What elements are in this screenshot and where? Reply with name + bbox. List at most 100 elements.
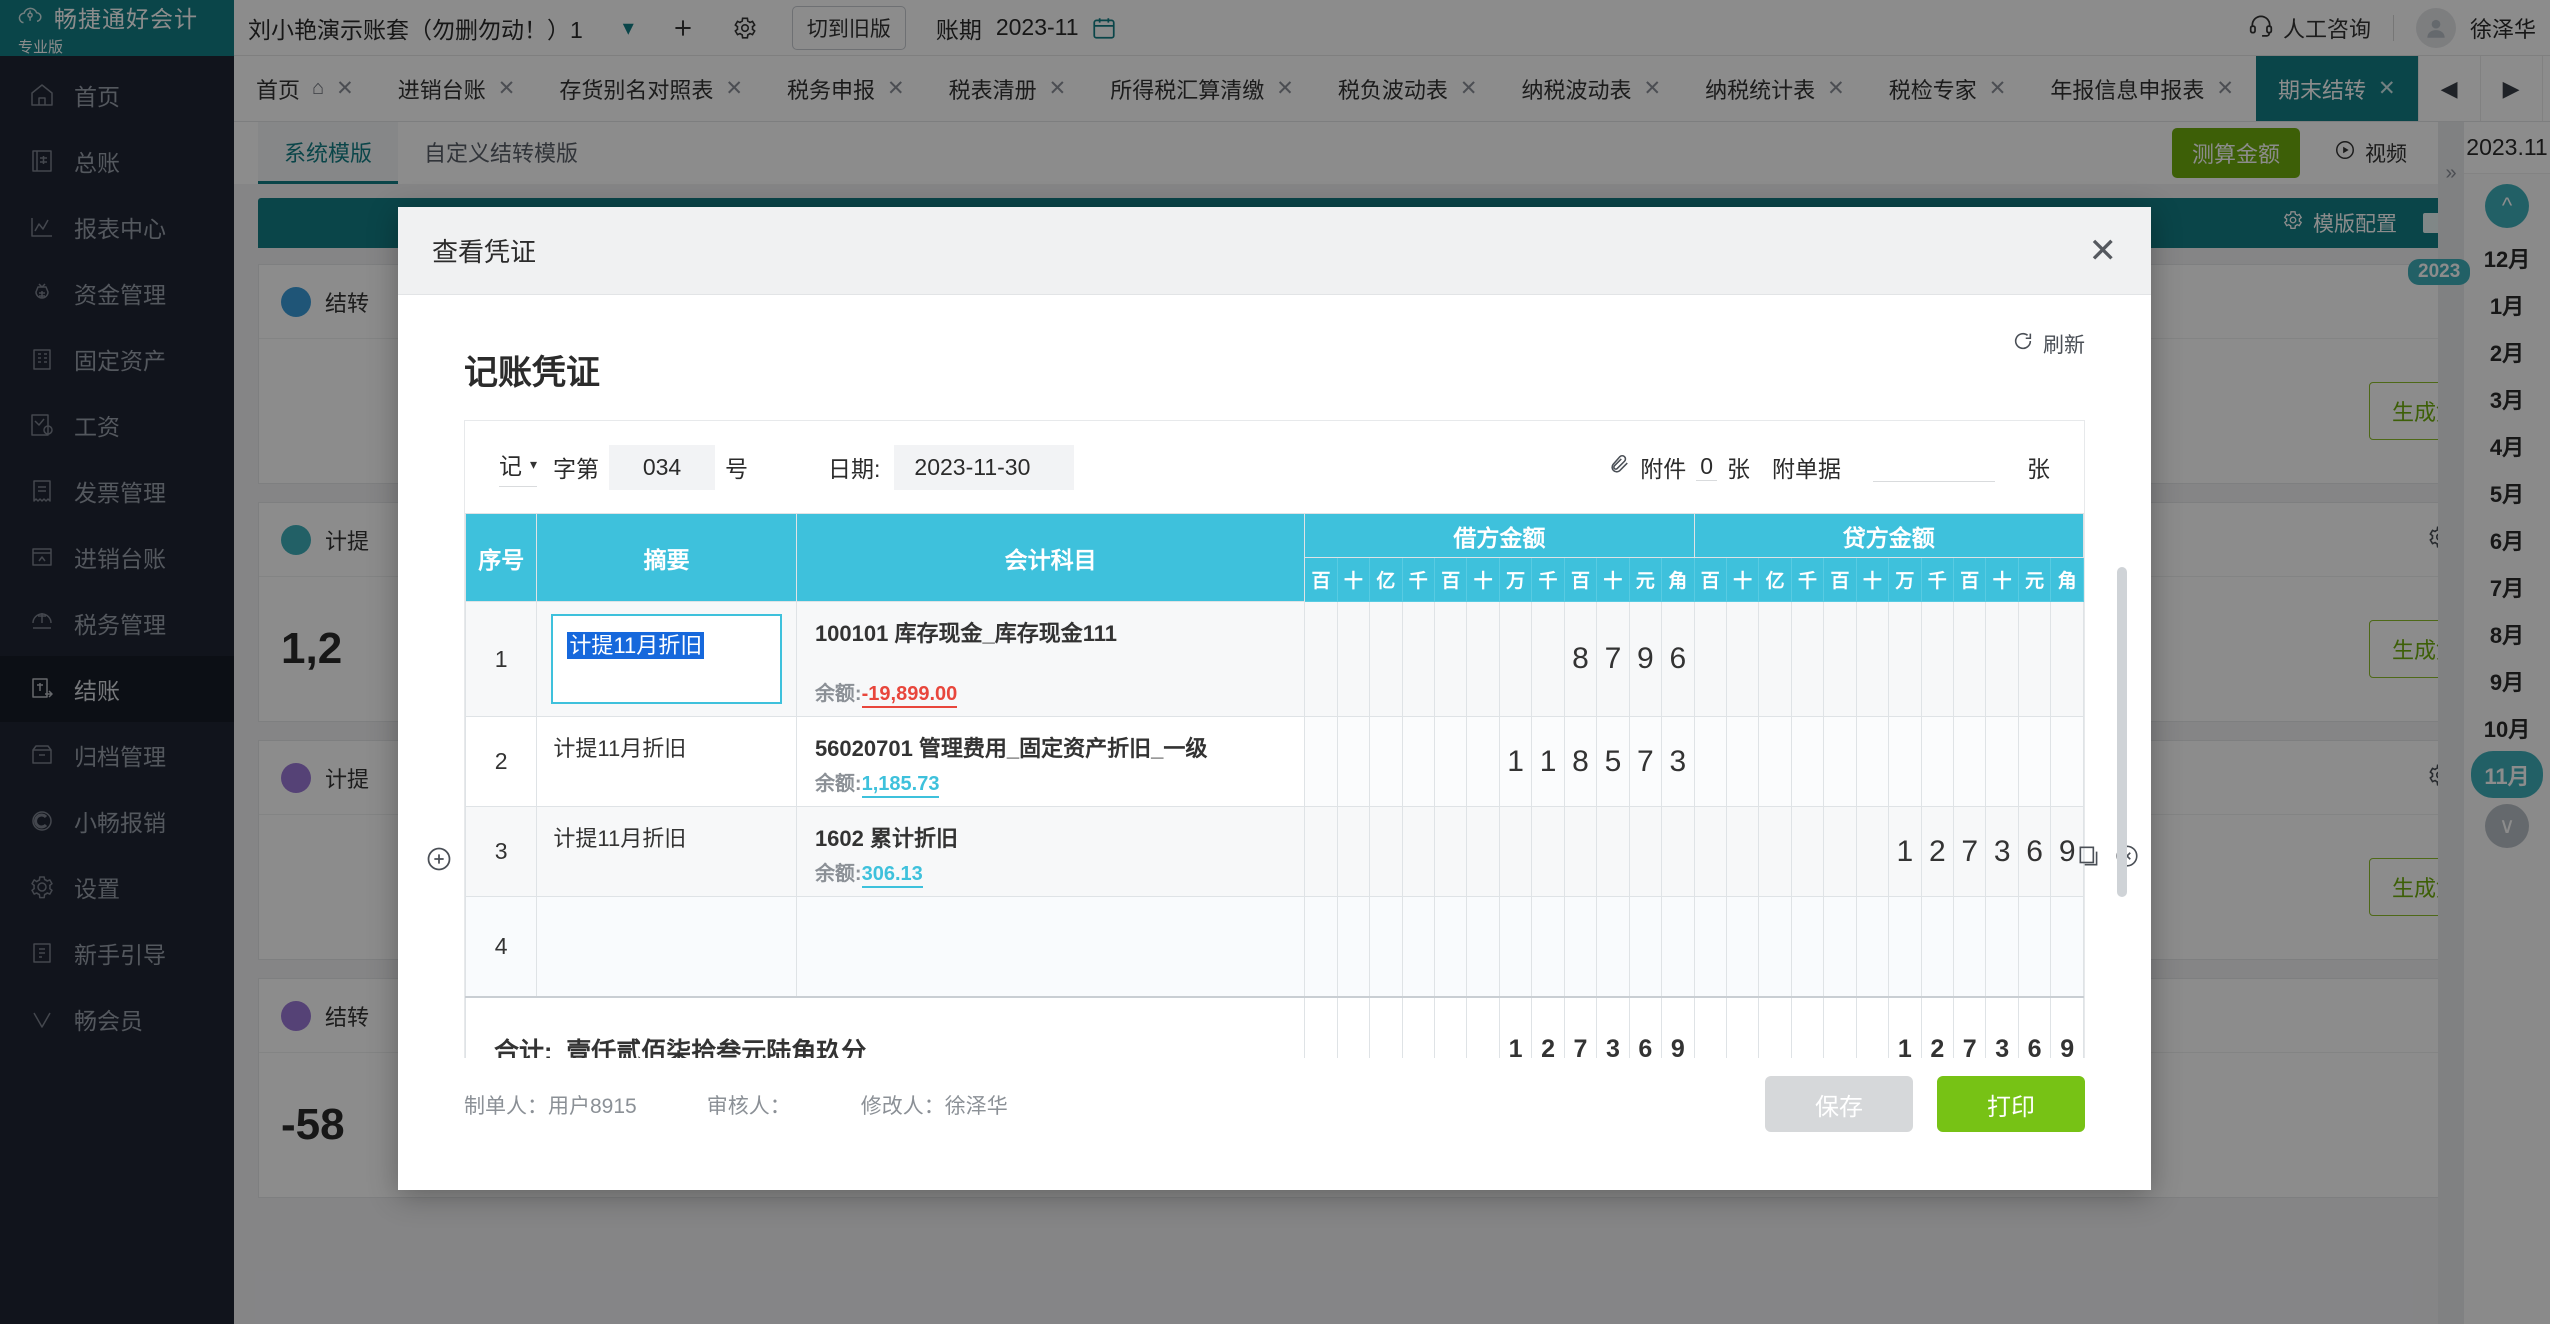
avatar[interactable]: [2415, 7, 2456, 48]
total-debit-digit-3[interactable]: [1369, 995, 1403, 1058]
credit-digit-8[interactable]: [1920, 716, 1955, 807]
attachment-count[interactable]: 0: [1696, 453, 1717, 481]
debit-digit-12[interactable]: 6: [1661, 601, 1695, 717]
receipt-count-input[interactable]: [1873, 452, 1995, 482]
debit-digit-5[interactable]: [1434, 716, 1468, 807]
debit-digit-11[interactable]: 7: [1628, 716, 1663, 807]
abstract-text[interactable]: 计提11月折旧: [553, 826, 687, 851]
voucher-refresh-button[interactable]: 刷新: [2012, 321, 2085, 359]
total-credit-digit-11[interactable]: 6: [2017, 995, 2052, 1058]
debit-digit-2[interactable]: [1336, 601, 1371, 717]
debit-digit-12[interactable]: [1661, 896, 1695, 997]
calculate-amount-button[interactable]: 测算金额: [2171, 128, 2300, 178]
month-item-9月[interactable]: 9月: [2464, 657, 2550, 704]
tab-close-button[interactable]: ✕: [2541, 56, 2550, 121]
credit-digit-5[interactable]: [1823, 601, 1857, 717]
credit-digit-8[interactable]: [1920, 896, 1955, 997]
credit-digit-12[interactable]: [2050, 716, 2084, 807]
debit-digit-3[interactable]: [1369, 601, 1403, 717]
credit-digit-8[interactable]: 2: [1920, 806, 1955, 897]
credit-digit-3[interactable]: [1758, 806, 1792, 897]
total-debit-digit-9[interactable]: 7: [1563, 995, 1598, 1058]
debit-digit-1[interactable]: [1304, 601, 1338, 717]
credit-digit-3[interactable]: [1758, 601, 1792, 717]
debit-digit-1[interactable]: [1304, 896, 1338, 997]
month-item-8月[interactable]: 8月: [2464, 610, 2550, 657]
row-abstract[interactable]: 计提11月折旧: [536, 716, 797, 807]
tab-scroll-left-button[interactable]: ◀: [2417, 56, 2480, 121]
double-chevron-right-icon[interactable]: »: [2438, 122, 2464, 1324]
debit-digit-5[interactable]: [1434, 896, 1468, 997]
total-credit-digit-3[interactable]: [1758, 995, 1792, 1058]
total-debit-digit-6[interactable]: [1466, 995, 1500, 1058]
credit-digit-3[interactable]: [1758, 716, 1792, 807]
tab-close-icon[interactable]: ✕: [1276, 77, 1294, 100]
table-row[interactable]: 2 计提11月折旧 56020701 管理费用_固定资产折旧_一级 余额:1,185.…: [464, 716, 2084, 807]
credit-digit-3[interactable]: [1758, 896, 1792, 997]
tab-close-icon[interactable]: ✕: [2377, 77, 2396, 100]
credit-digit-4[interactable]: [1790, 716, 1825, 807]
sidebar-item-7[interactable]: 发票管理: [0, 458, 234, 524]
copy-row-icon[interactable]: [2076, 843, 2102, 875]
credit-digit-9[interactable]: 7: [1953, 806, 1987, 897]
total-credit-digit-1[interactable]: [1693, 995, 1727, 1058]
debit-digit-2[interactable]: [1336, 716, 1371, 807]
total-debit-digit-2[interactable]: [1336, 995, 1371, 1058]
total-debit-digit-7[interactable]: 1: [1498, 995, 1533, 1058]
total-credit-digit-4[interactable]: [1790, 995, 1825, 1058]
debit-digit-6[interactable]: [1466, 806, 1500, 897]
credit-digit-6[interactable]: [1855, 806, 1890, 897]
credit-digit-7[interactable]: [1888, 601, 1922, 717]
debit-digit-10[interactable]: 7: [1596, 601, 1630, 717]
sidebar-item-2[interactable]: 总账: [0, 128, 234, 194]
debit-digit-1[interactable]: [1304, 806, 1338, 897]
debit-digit-4[interactable]: [1401, 806, 1436, 897]
credit-digit-5[interactable]: [1823, 806, 1857, 897]
debit-digit-9[interactable]: [1563, 896, 1598, 997]
row-subject[interactable]: [795, 896, 1306, 997]
credit-digit-9[interactable]: [1953, 601, 1987, 717]
total-debit-digit-8[interactable]: 2: [1531, 995, 1565, 1058]
debit-digit-6[interactable]: [1466, 601, 1500, 717]
debit-digit-4[interactable]: [1401, 716, 1436, 807]
debit-digit-10[interactable]: 5: [1596, 716, 1630, 807]
table-row[interactable]: 3 计提11月折旧 1602 累计折旧 余额:306.13 1 2 7 3 6 9: [464, 806, 2084, 897]
total-credit-digit-2[interactable]: [1725, 995, 1760, 1058]
subtab-system-template[interactable]: 系统模版: [258, 122, 399, 184]
debit-digit-7[interactable]: [1498, 601, 1533, 717]
credit-digit-6[interactable]: [1855, 896, 1890, 997]
total-credit-digit-12[interactable]: 9: [2050, 995, 2084, 1058]
table-row[interactable]: 1 计提11月折旧 100101 库存现金_库存现金111 余额:-19,899.00…: [464, 601, 2084, 717]
credit-digit-7[interactable]: [1888, 896, 1922, 997]
voucher-scrollbar[interactable]: [2117, 567, 2127, 897]
debit-digit-3[interactable]: [1369, 806, 1403, 897]
sidebar-item-4[interactable]: 资金管理: [0, 260, 234, 326]
print-button[interactable]: 打印: [1937, 1076, 2085, 1132]
sidebar-item-6[interactable]: 工资: [0, 392, 234, 458]
month-item-7月[interactable]: 7月: [2464, 563, 2550, 610]
tab-close-icon[interactable]: ✕: [336, 77, 354, 100]
credit-digit-4[interactable]: [1790, 806, 1825, 897]
sidebar-item-13[interactable]: 设置: [0, 854, 234, 920]
tab-5[interactable]: 税表清册 ✕: [927, 56, 1089, 121]
total-credit-digit-6[interactable]: [1855, 995, 1890, 1058]
credit-digit-1[interactable]: [1693, 716, 1727, 807]
abstract-input[interactable]: 计提11月折旧: [551, 614, 782, 704]
tab-close-icon[interactable]: ✕: [2216, 77, 2234, 100]
debit-digit-11[interactable]: [1628, 806, 1663, 897]
switch-old-version-button[interactable]: 切到旧版: [791, 5, 906, 50]
credit-digit-6[interactable]: [1855, 716, 1890, 807]
total-debit-digit-10[interactable]: 3: [1596, 995, 1630, 1058]
tab-close-icon[interactable]: ✕: [1643, 77, 1662, 100]
credit-digit-10[interactable]: [1985, 716, 2019, 807]
credit-digit-11[interactable]: [2017, 716, 2052, 807]
debit-digit-10[interactable]: [1596, 896, 1630, 997]
month-item-3月[interactable]: 3月: [2464, 375, 2550, 422]
debit-digit-4[interactable]: [1401, 896, 1436, 997]
tab-7[interactable]: 税负波动表 ✕: [1316, 56, 1500, 121]
credit-digit-7[interactable]: 1: [1888, 806, 1922, 897]
credit-digit-4[interactable]: [1790, 601, 1825, 717]
voucher-number-input[interactable]: 034: [609, 444, 716, 490]
credit-digit-8[interactable]: [1920, 601, 1955, 717]
month-item-1月[interactable]: 1月 2023: [2408, 259, 2550, 328]
